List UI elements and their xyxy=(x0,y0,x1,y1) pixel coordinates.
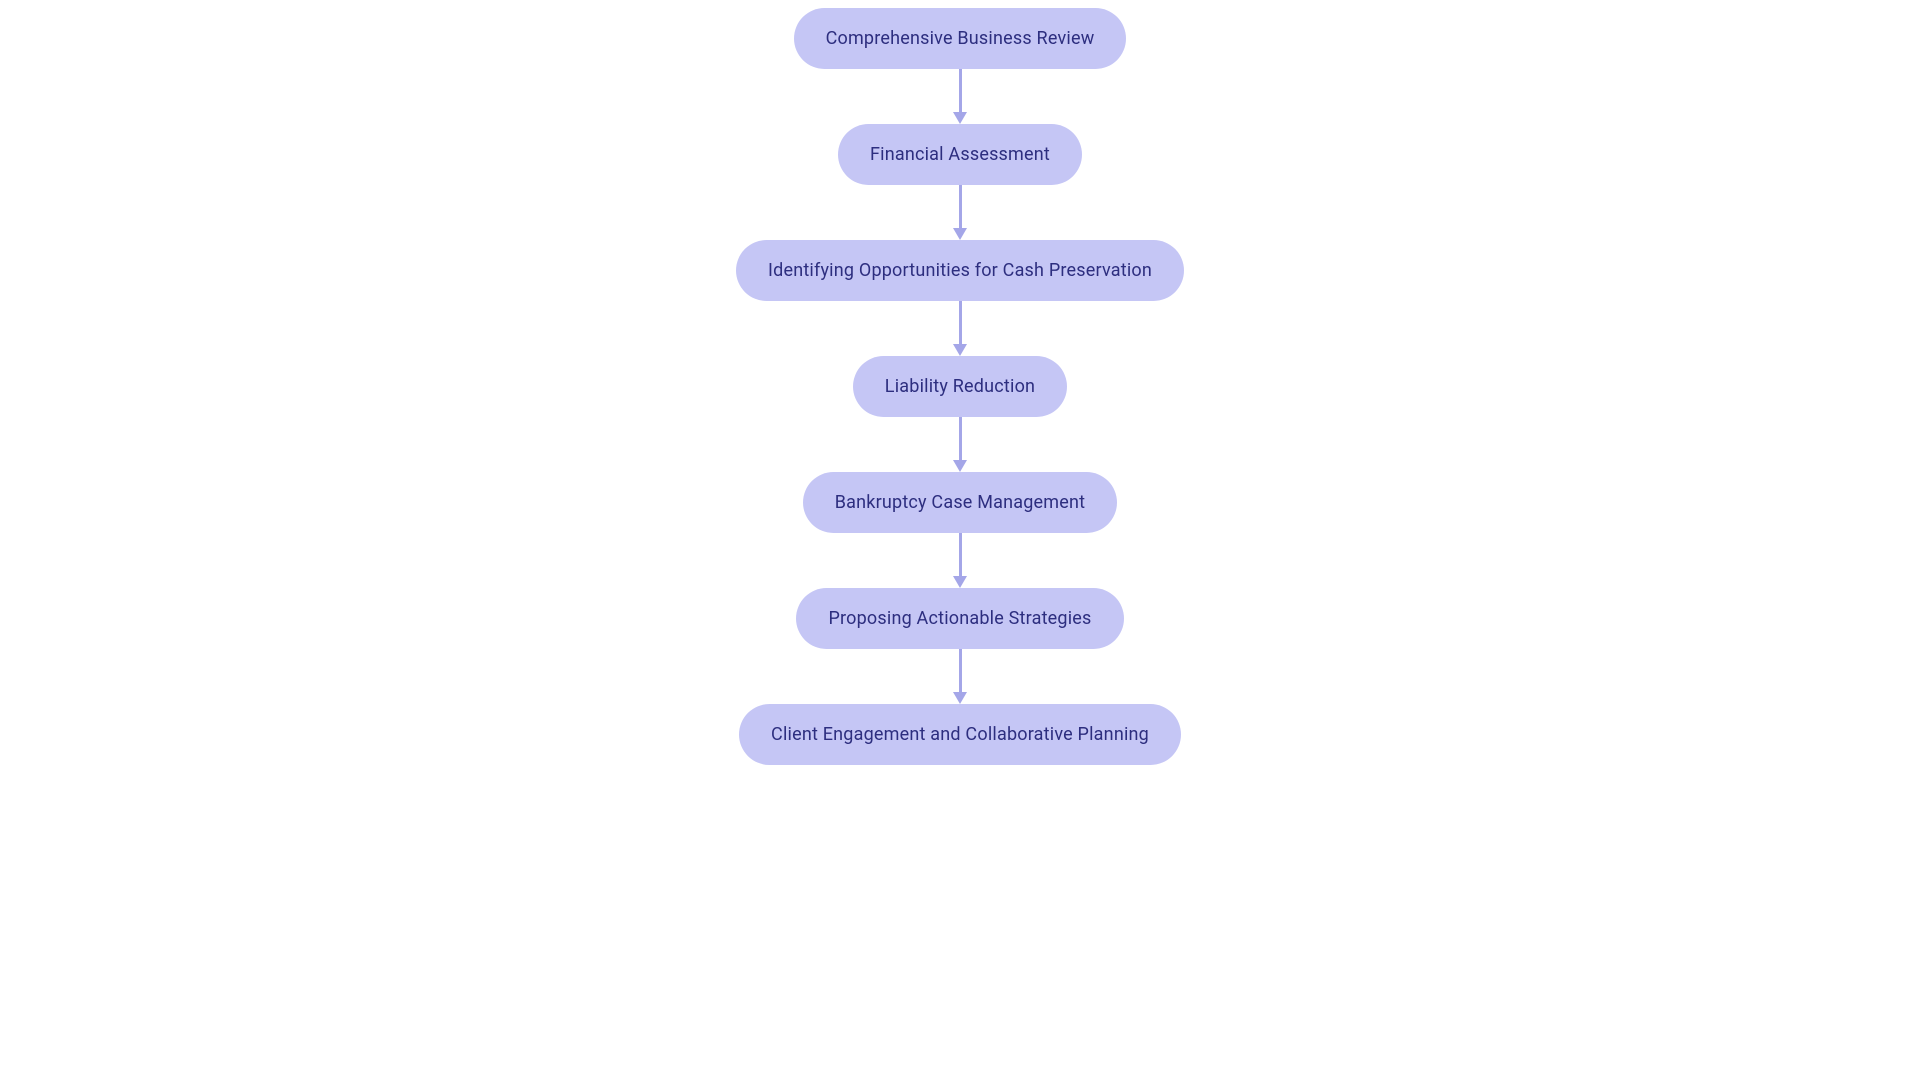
flowchart-node: Client Engagement and Collaborative Plan… xyxy=(739,704,1181,765)
flowchart-node: Identifying Opportunities for Cash Prese… xyxy=(736,240,1184,301)
flowchart-arrow xyxy=(953,417,967,472)
arrow-line xyxy=(959,533,962,576)
arrow-head-icon xyxy=(953,460,967,472)
flowchart-arrow xyxy=(953,533,967,588)
flowchart-container: Comprehensive Business Review Financial … xyxy=(760,8,1160,765)
flowchart-arrow xyxy=(953,185,967,240)
node-label: Identifying Opportunities for Cash Prese… xyxy=(768,260,1152,281)
arrow-line xyxy=(959,185,962,228)
arrow-head-icon xyxy=(953,112,967,124)
node-label: Financial Assessment xyxy=(870,144,1050,165)
arrow-line xyxy=(959,301,962,344)
flowchart-arrow xyxy=(953,301,967,356)
node-label: Comprehensive Business Review xyxy=(826,28,1095,49)
flowchart-arrow xyxy=(953,649,967,704)
node-label: Proposing Actionable Strategies xyxy=(828,608,1091,629)
flowchart-node: Liability Reduction xyxy=(853,356,1067,417)
flowchart-node: Comprehensive Business Review xyxy=(794,8,1127,69)
arrow-head-icon xyxy=(953,228,967,240)
arrow-line xyxy=(959,417,962,460)
flowchart-node: Proposing Actionable Strategies xyxy=(796,588,1123,649)
node-label: Client Engagement and Collaborative Plan… xyxy=(771,724,1149,745)
arrow-head-icon xyxy=(953,576,967,588)
arrow-head-icon xyxy=(953,692,967,704)
node-label: Liability Reduction xyxy=(885,376,1035,397)
node-label: Bankruptcy Case Management xyxy=(835,492,1086,513)
arrow-head-icon xyxy=(953,344,967,356)
arrow-line xyxy=(959,69,962,112)
flowchart-arrow xyxy=(953,69,967,124)
flowchart-node: Bankruptcy Case Management xyxy=(803,472,1118,533)
arrow-line xyxy=(959,649,962,692)
flowchart-node: Financial Assessment xyxy=(838,124,1082,185)
